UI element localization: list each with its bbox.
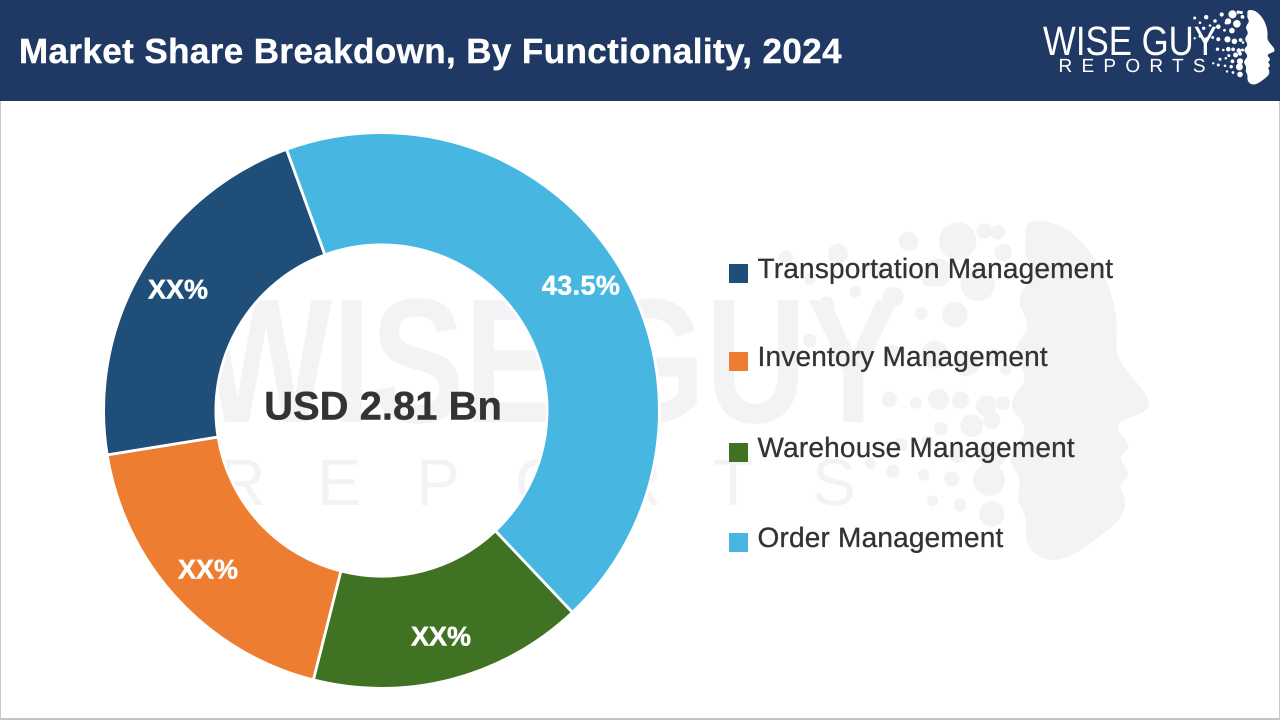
svg-text:WISE GUY: WISE GUY [1043,18,1217,64]
svg-text:P: P [416,445,460,519]
svg-text:REPORTS: REPORTS [1059,56,1206,77]
svg-text:E: E [317,445,361,519]
svg-text:S: S [812,445,856,519]
